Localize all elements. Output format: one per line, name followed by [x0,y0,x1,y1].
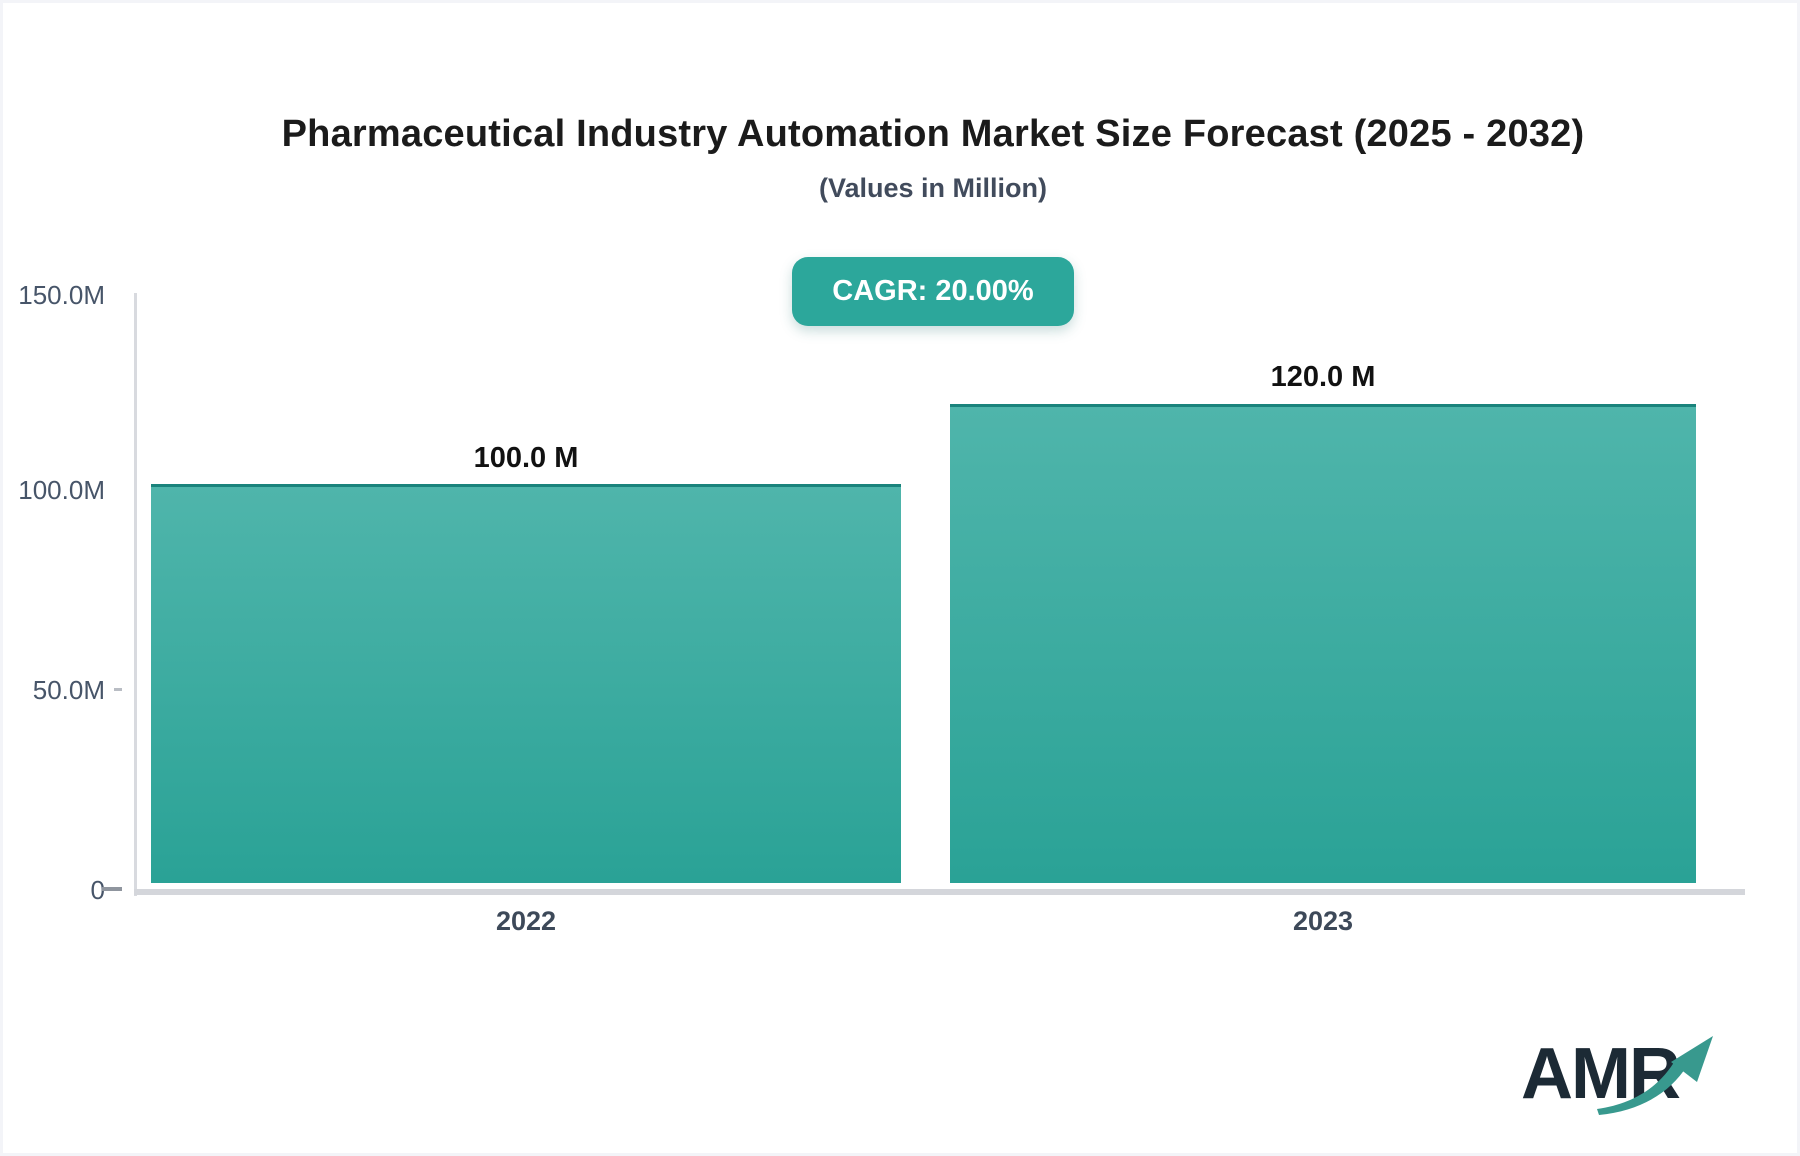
bar-value-label-2022: 100.0 M [473,442,579,474]
y-axis-tick-mark-50m [114,688,122,691]
y-axis-tick-label: 100.0M [18,475,105,505]
y-axis-tick-label: 0 [90,875,105,905]
chart-subtitle: (Values in Million) [818,173,1048,203]
y-axis-line [134,293,137,896]
cagr-badge-row: CAGR: 20.00% [69,257,1797,326]
y-axis-tick-label: 150.0M [18,280,105,310]
x-axis-baseline [134,889,1745,895]
y-axis-tick-mark-0 [102,887,122,891]
cagr-badge: CAGR: 20.00% [792,257,1074,326]
x-axis-label-2022: 2022 [495,906,557,936]
amr-logo-arrow-head [1671,1036,1713,1082]
amr-logo-text: AMR [1521,1034,1680,1114]
chart-title: Pharmaceutical Industry Automation Marke… [281,113,1585,155]
amr-logo: AMR [1521,1034,1713,1115]
x-axis-label-2023: 2023 [1292,906,1354,936]
bar-2023 [950,404,1696,883]
y-axis-tick-label: 50.0M [32,675,105,705]
bar-2022 [151,484,901,883]
bar-value-label-2023: 120.0 M [1270,361,1376,393]
